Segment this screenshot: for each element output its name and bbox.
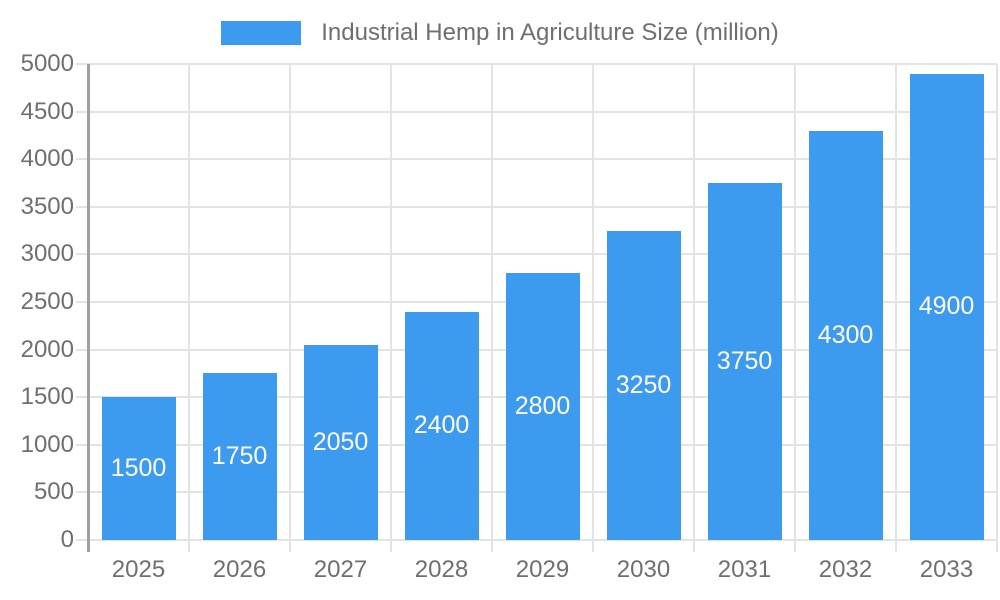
- x-axis-tick-label: 2026: [212, 556, 267, 583]
- x-gridline: [491, 64, 493, 552]
- bar-2032[interactable]: 4300: [808, 130, 883, 540]
- x-gridline: [188, 64, 190, 552]
- x-axis-tick-label: 2032: [818, 556, 873, 583]
- legend[interactable]: Industrial Hemp in Agriculture Size (mil…: [0, 19, 1000, 47]
- x-axis-tick-label: 2027: [313, 556, 368, 583]
- y-axis-tick-label: 1500: [20, 383, 74, 411]
- y-axis-tick-label: 4500: [20, 97, 74, 125]
- x-gridline: [289, 64, 291, 552]
- bar-2026[interactable]: 1750: [202, 373, 277, 540]
- x-axis-tick-label: 2033: [919, 556, 974, 583]
- y-axis-tick-label: 1000: [20, 430, 74, 458]
- bar-2033[interactable]: 4900: [909, 73, 984, 540]
- x-axis-tick-label: 2030: [616, 556, 671, 583]
- y-gridline: [76, 539, 997, 541]
- x-gridline: [390, 64, 392, 552]
- legend-label: Industrial Hemp in Agriculture Size (mil…: [321, 19, 779, 46]
- bar-value-label: 3250: [615, 370, 672, 399]
- x-gridline: [592, 64, 594, 552]
- bar-2027[interactable]: 2050: [303, 344, 378, 540]
- y-axis-tick-label: 2500: [20, 288, 74, 315]
- y-axis-tick-label: 2000: [20, 335, 74, 363]
- bar-2030[interactable]: 3250: [606, 230, 681, 540]
- x-axis-tick-label: 2029: [515, 556, 570, 583]
- x-axis-tick-label: 2028: [414, 556, 469, 583]
- x-gridline: [895, 64, 897, 552]
- bar-2025[interactable]: 1500: [101, 397, 176, 540]
- y-axis-tick-label: 3000: [20, 240, 74, 268]
- legend-swatch: [221, 21, 302, 45]
- y-axis-tick-label: 3500: [20, 192, 74, 220]
- y-axis-tick-label: 500: [33, 478, 74, 506]
- bar-value-label: 2050: [312, 427, 369, 456]
- x-gridline: [996, 64, 998, 552]
- bar-value-label: 2800: [514, 392, 571, 421]
- y-axis-tick-label: 4000: [20, 145, 74, 173]
- plot-area: 0 500 1000 1500 2000 2500 3000 3500 4000 4500 5000…: [21, 50, 998, 583]
- y-axis-tick-label: 0: [60, 526, 74, 553]
- bar-2031[interactable]: 3750: [707, 183, 782, 540]
- y-gridline: [76, 253, 997, 256]
- x-gridline: [794, 64, 796, 552]
- x-axis-tick-label: 2025: [111, 556, 166, 583]
- x-axis-tick-label: 2031: [717, 556, 772, 583]
- bar-2028[interactable]: 2400: [404, 311, 479, 540]
- y-gridline: [76, 158, 997, 161]
- y-gridline: [76, 110, 997, 113]
- bar-value-label: 1750: [211, 442, 268, 471]
- y-axis-tick-label: 5000: [20, 50, 74, 77]
- bar-value-label: 4300: [817, 320, 874, 349]
- bar-value-label: 2400: [413, 411, 470, 440]
- y-axis-line: [87, 64, 90, 552]
- bar-value-label: 1500: [110, 454, 167, 483]
- y-gridline: [76, 205, 997, 208]
- x-gridline: [693, 64, 695, 552]
- bar-value-label: 3750: [716, 347, 773, 375]
- y-gridline: [76, 63, 997, 65]
- bar-value-label: 4900: [918, 292, 975, 321]
- bar-2029[interactable]: 2800: [505, 273, 580, 540]
